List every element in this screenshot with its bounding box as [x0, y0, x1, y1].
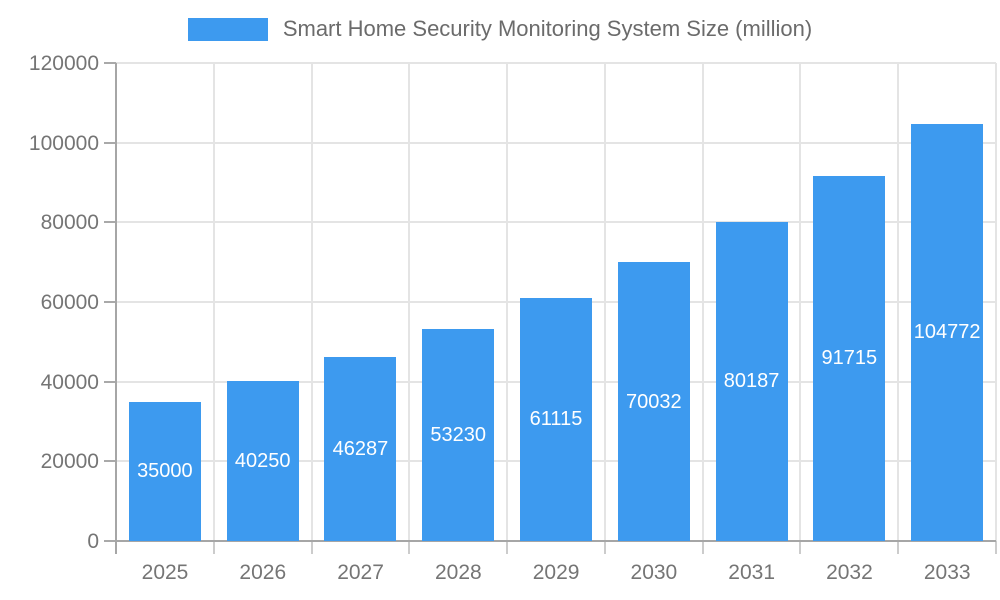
y-tick-mark [104, 62, 116, 64]
gridline-x [310, 63, 313, 541]
legend-swatch [187, 17, 268, 41]
y-tick-mark [104, 380, 116, 383]
x-tick-label: 2031 [728, 561, 776, 584]
x-tick-mark [310, 541, 313, 554]
gridline-x [701, 63, 704, 541]
gridline-x [506, 63, 509, 541]
bar-value-label: 91715 [821, 347, 878, 370]
bar-2031 [715, 221, 788, 541]
x-tick-label: 2029 [532, 561, 580, 584]
y-tick-label: 40000 [40, 370, 99, 394]
bar-value-label: 61115 [529, 408, 583, 431]
bar-value-label: 80187 [723, 370, 780, 393]
bar-2033 [911, 123, 984, 541]
gridline-x [603, 63, 606, 541]
y-tick-mark [104, 141, 116, 144]
gridline-x [995, 63, 997, 541]
gridline-y [116, 141, 996, 144]
legend-label: Smart Home Security Monitoring System Si… [282, 16, 813, 41]
y-tick-label: 60000 [40, 291, 99, 314]
gridline-x [897, 63, 900, 541]
bar-2027 [324, 356, 397, 541]
bar-value-label: 104772 [913, 321, 981, 344]
x-tick-label: 2028 [434, 561, 482, 584]
bar-value-label: 53230 [430, 423, 487, 446]
bar-value-label: 46287 [332, 437, 389, 460]
y-axis-line [115, 63, 117, 554]
x-tick-mark [408, 541, 411, 554]
bar-2032 [813, 175, 886, 541]
y-tick-label: 80000 [40, 211, 99, 235]
x-tick-mark [212, 541, 215, 554]
x-tick-mark [995, 541, 997, 554]
y-tick-mark [104, 221, 116, 224]
y-tick-label: 100000 [28, 131, 99, 155]
bar-2028 [422, 328, 495, 541]
x-tick-mark [506, 541, 509, 554]
bar-value-label: 35000 [137, 460, 193, 483]
x-axis-line [116, 540, 996, 542]
gridline-x [212, 63, 215, 541]
y-tick-label: 0 [87, 530, 99, 553]
x-tick-mark [701, 541, 704, 554]
x-tick-label: 2030 [630, 561, 678, 584]
x-tick-label: 2025 [141, 561, 189, 584]
y-tick-label: 20000 [40, 450, 99, 474]
y-tick-label: 120000 [28, 52, 99, 75]
gridline-y [116, 221, 996, 224]
x-tick-label: 2027 [337, 561, 384, 584]
x-tick-label: 2032 [826, 561, 873, 584]
y-tick-mark [104, 301, 116, 303]
bar-value-label: 70032 [625, 390, 682, 413]
x-tick-label: 2026 [239, 561, 287, 584]
bar-2025 [128, 401, 201, 541]
y-tick-mark [104, 540, 116, 542]
gridline-x [799, 63, 802, 541]
gridline-x [408, 63, 411, 541]
y-tick-mark [104, 460, 116, 463]
bar-2030 [617, 262, 690, 541]
x-tick-mark [897, 541, 900, 554]
gridline-y [116, 62, 996, 64]
x-tick-label: 2033 [923, 561, 971, 584]
x-tick-mark [603, 541, 606, 554]
legend: Smart Home Security Monitoring System Si… [0, 16, 1000, 42]
x-tick-mark [799, 541, 802, 554]
bar-2029 [520, 297, 592, 541]
bar-value-label: 40250 [234, 449, 291, 472]
bar-2026 [226, 380, 299, 541]
